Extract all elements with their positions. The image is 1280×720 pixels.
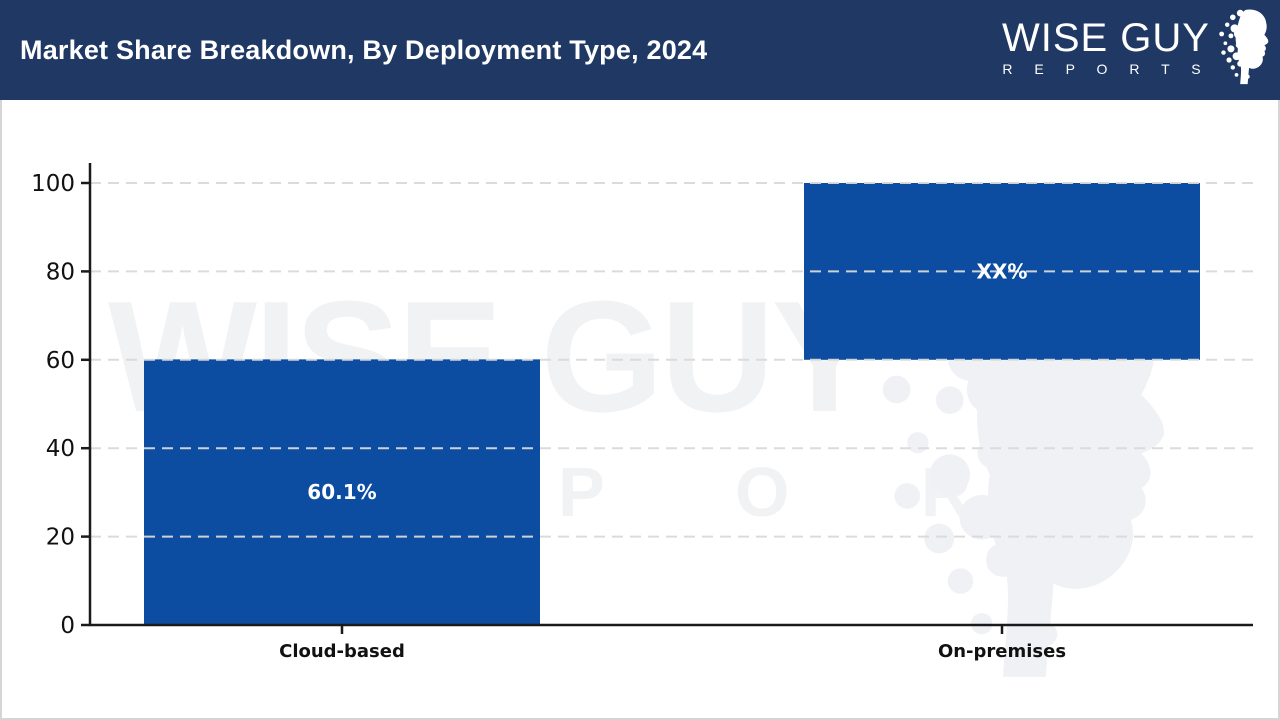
y-tick-label: 100 [31, 171, 75, 197]
bar-value-label: 60.1% [307, 480, 376, 504]
y-tick-label: 40 [46, 436, 75, 462]
wise-guy-logo: WISE GUY R E P O R T S [1002, 8, 1272, 86]
bar-cloud-based[interactable] [144, 359, 540, 625]
logo-reports-text: R E P O R T S [1002, 61, 1210, 77]
x-category-label: Cloud-based [279, 641, 405, 662]
bar-value-label: XX% [977, 259, 1028, 283]
y-tick-label: 60 [46, 348, 75, 374]
logo-face-icon [1219, 9, 1269, 85]
chart-area: WISE GUY R E P O R T S 60.1% XX% 0 20 40 60 80… [0, 100, 1280, 720]
logo-wordmark: WISE GUY [1001, 16, 1210, 60]
header-bar: Market Share Breakdown, By Deployment Ty… [0, 0, 1280, 100]
page-title: Market Share Breakdown, By Deployment Ty… [20, 34, 708, 65]
y-tick-label: 80 [46, 259, 75, 285]
bar-chart: 60.1% XX% 0 20 40 60 80 100 Cloud-based On-premis… [31, 163, 1253, 662]
y-tick-label: 0 [60, 613, 75, 639]
x-category-label: On-premises [938, 641, 1066, 662]
y-tick-label: 20 [46, 525, 75, 551]
